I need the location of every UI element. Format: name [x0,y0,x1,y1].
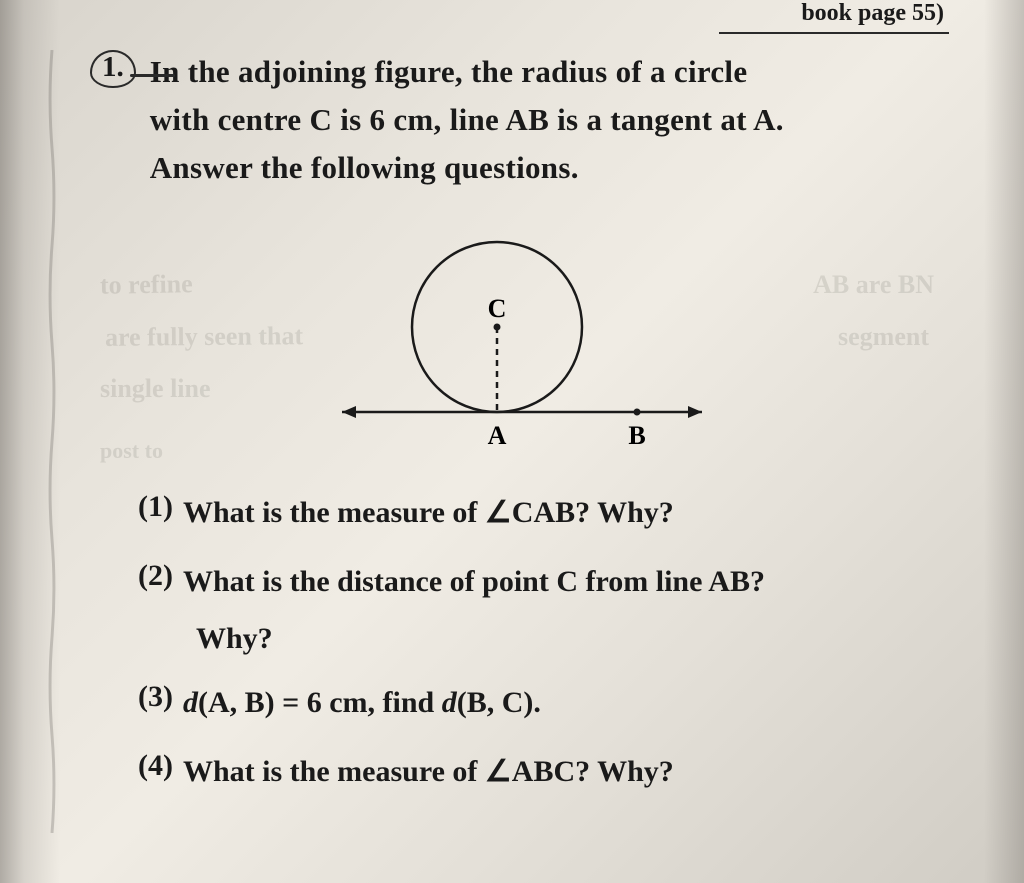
figure-label-c: C [488,294,507,323]
figure-label-a: A [488,421,507,450]
figure-container: C A B [90,212,954,462]
question-number: 1. [90,50,136,88]
figure-label-b: B [628,421,645,450]
sub-question-4: (4) What is the measure of ∠ABC? Why? [138,749,954,794]
figure-point-b-dot [634,409,641,416]
sub-number: (2) [138,559,173,593]
question-line1: In the adjoining figure, the radius of a… [150,54,748,89]
sub-text: What is the measure of ∠ABC? Why? [183,749,674,794]
sub-number: (1) [138,490,173,524]
sub-question-2: (2) What is the distance of point C from… [138,559,954,604]
arrow-left-icon [342,406,356,418]
sub-questions-list: (1) What is the measure of ∠CAB? Why? (2… [90,490,954,794]
number-underline-tail [130,74,175,77]
arrow-right-icon [688,406,702,418]
question-block: 1. In the adjoining figure, the radius o… [90,48,954,192]
sub-question-3: (3) d(A, B) = 6 cm, find d(B, C). [138,680,954,725]
question-text: In the adjoining figure, the radius of a… [150,48,784,192]
sub-question-2-why: Why? [138,622,954,656]
sub-text: What is the distance of point C from lin… [183,559,765,604]
header-fragment: book page 55) [801,0,944,27]
sub-number: (3) [138,680,173,714]
circle-tangent-figure: C A B [312,212,732,462]
header-underline [719,32,949,34]
question-line2: with centre C is 6 cm, line AB is a tang… [150,102,784,137]
question-line3: Answer the following questions. [150,150,579,185]
sub-number: (4) [138,749,173,783]
sub-text: d(A, B) = 6 cm, find d(B, C). [183,680,541,725]
sub-text: What is the measure of ∠CAB? Why? [183,490,674,535]
sub-question-1: (1) What is the measure of ∠CAB? Why? [138,490,954,535]
figure-center-dot [494,324,501,331]
page-content: book page 55) 1. In the adjoining figure… [0,0,1024,848]
